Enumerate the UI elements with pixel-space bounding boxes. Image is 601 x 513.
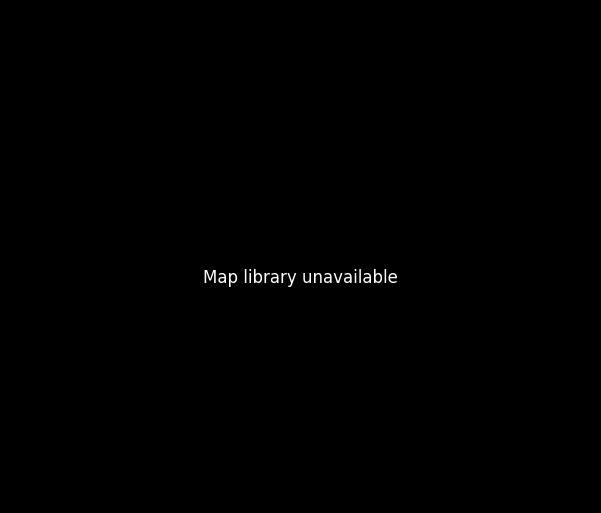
Text: Map library unavailable: Map library unavailable [203, 269, 398, 287]
Text: Secondary Swell energy on Saturday 22 Mar at 11pm PST: Secondary Swell energy on Saturday 22 Ma… [29, 5, 572, 24]
Text: Arrows show the wind wave direction: Arrows show the wind wave direction [176, 28, 425, 41]
